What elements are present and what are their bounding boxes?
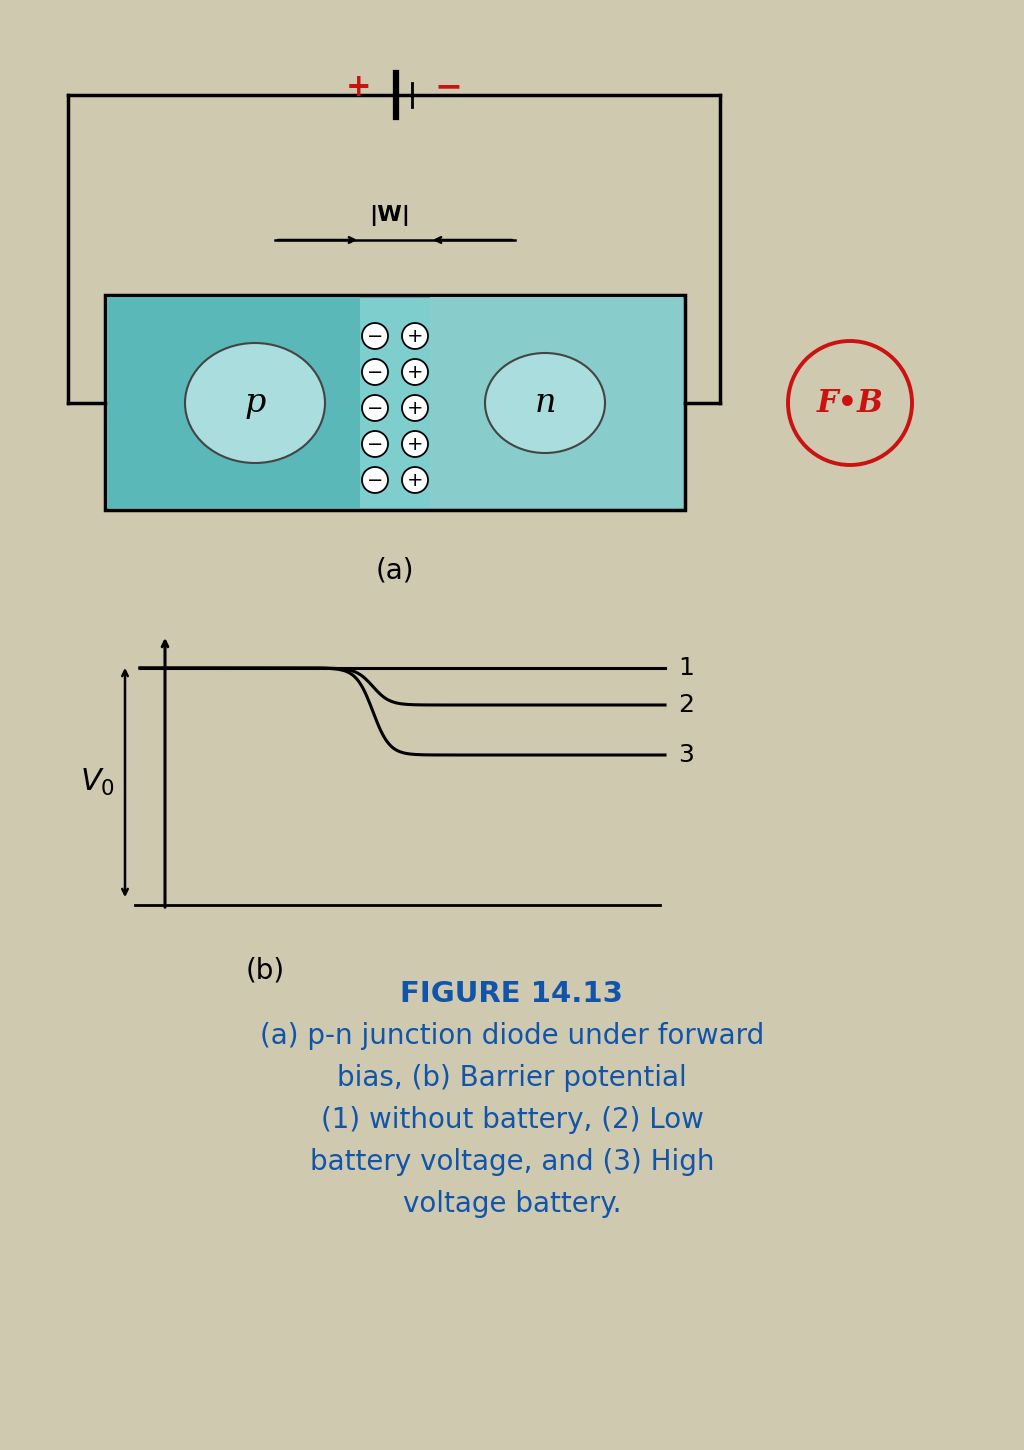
Text: (1) without battery, (2) Low: (1) without battery, (2) Low bbox=[321, 1106, 703, 1134]
Text: $V_0$: $V_0$ bbox=[80, 767, 115, 798]
Text: battery voltage, and (3) High: battery voltage, and (3) High bbox=[309, 1148, 715, 1176]
Text: 1: 1 bbox=[678, 655, 694, 680]
Circle shape bbox=[362, 467, 388, 493]
Text: (a): (a) bbox=[376, 555, 415, 584]
Circle shape bbox=[402, 467, 428, 493]
Text: (b): (b) bbox=[246, 956, 285, 985]
Text: +: + bbox=[407, 470, 423, 490]
Text: +: + bbox=[346, 71, 372, 103]
Circle shape bbox=[402, 360, 428, 386]
Circle shape bbox=[402, 394, 428, 420]
Circle shape bbox=[362, 323, 388, 349]
Circle shape bbox=[362, 431, 388, 457]
Text: −: − bbox=[367, 435, 383, 454]
Text: +: + bbox=[407, 326, 423, 345]
Text: −: − bbox=[435, 71, 463, 103]
Circle shape bbox=[402, 431, 428, 457]
Bar bbox=[430, 297, 683, 508]
Text: (a) p-n junction diode under forward: (a) p-n junction diode under forward bbox=[260, 1022, 764, 1050]
Text: +: + bbox=[407, 362, 423, 381]
Ellipse shape bbox=[485, 352, 605, 452]
Text: +: + bbox=[407, 435, 423, 454]
Text: 3: 3 bbox=[678, 742, 694, 767]
Text: |W|: |W| bbox=[370, 204, 411, 226]
Text: −: − bbox=[367, 362, 383, 381]
Text: +: + bbox=[407, 399, 423, 418]
Circle shape bbox=[362, 394, 388, 420]
Text: 2: 2 bbox=[678, 693, 694, 716]
Text: p: p bbox=[245, 387, 265, 419]
Text: F•B: F•B bbox=[816, 387, 884, 419]
Circle shape bbox=[362, 360, 388, 386]
Text: −: − bbox=[367, 470, 383, 490]
Text: voltage battery.: voltage battery. bbox=[402, 1190, 622, 1218]
Ellipse shape bbox=[185, 344, 325, 463]
Text: n: n bbox=[535, 387, 556, 419]
Bar bbox=[105, 294, 685, 510]
Text: bias, (b) Barrier potential: bias, (b) Barrier potential bbox=[337, 1064, 687, 1092]
Text: −: − bbox=[367, 326, 383, 345]
Text: FIGURE 14.13: FIGURE 14.13 bbox=[400, 980, 624, 1008]
Bar bbox=[106, 297, 360, 508]
Text: −: − bbox=[367, 399, 383, 418]
Circle shape bbox=[402, 323, 428, 349]
